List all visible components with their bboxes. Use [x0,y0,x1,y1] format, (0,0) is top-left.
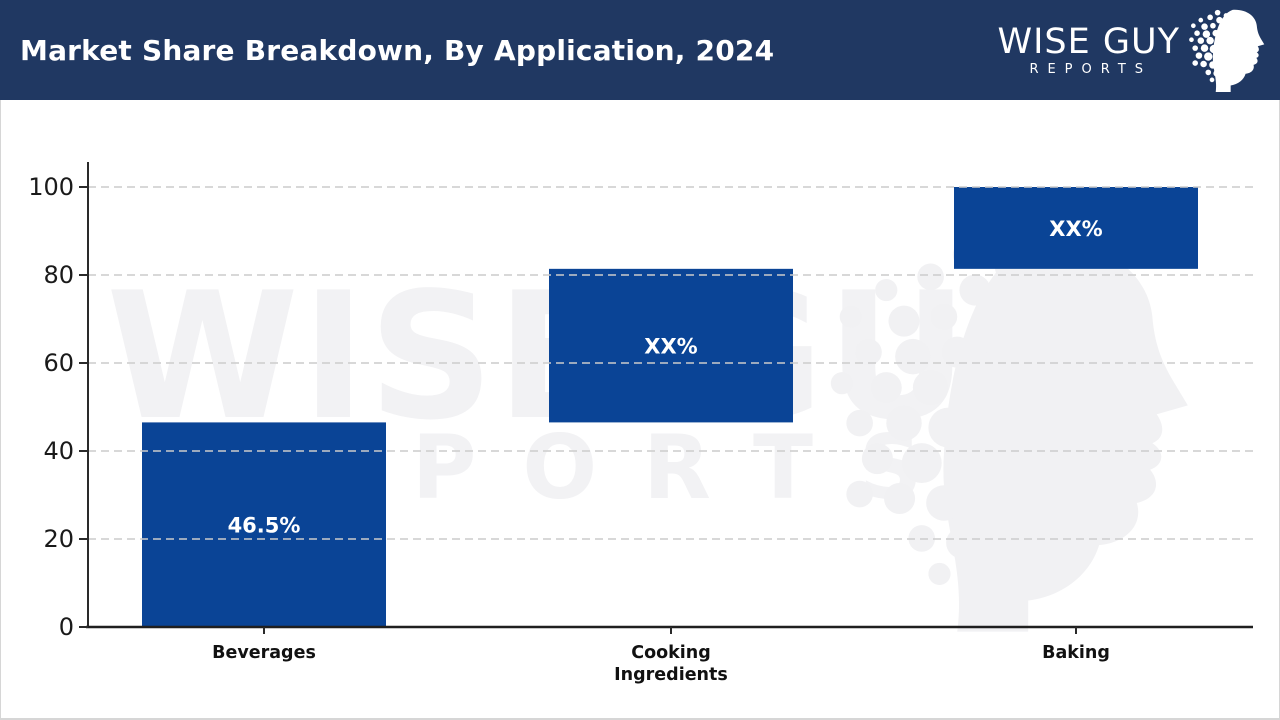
y-tick-label-80: 80 [43,261,74,289]
y-tick-label-40: 40 [43,437,74,465]
x-tick-label-beverages: Beverages [212,643,316,663]
y-tick-label-0: 0 [59,613,74,641]
header-banner: Market Share Breakdown, By Application, … [0,0,1280,100]
bar-cooking-ingredients [549,268,793,423]
y-tick-label-20: 20 [43,525,74,553]
x-tick-label-baking: Baking [1042,643,1110,663]
logo-text: WISE GUY REPORTS [997,24,1180,77]
wiseguy-logo: WISE GUY REPORTS [997,7,1268,93]
y-tick-label-100: 100 [28,173,74,201]
waterfall-chart: 46.5% XX% XX% 0 20 40 60 80 100 Beverages CookingI… [28,162,1253,685]
page-title: Market Share Breakdown, By Application, … [20,33,775,67]
bar-beverages [142,422,386,627]
logo-wordmark: WISE GUY [997,21,1180,62]
bar-baking [954,187,1198,269]
y-tick-label-60: 60 [43,349,74,377]
x-tick-label-cooking-ingredients: Cooking [631,643,711,663]
logo-head-icon [1189,9,1265,92]
x-tick-label-cooking-ingredients: Ingredients [614,665,728,685]
bar-value-label-baking: XX% [1049,217,1102,241]
bar-value-label-cooking-ingredients: XX% [644,335,697,359]
logo-subtitle: REPORTS [1029,61,1153,77]
bar-value-label-beverages: 46.5% [228,514,301,538]
